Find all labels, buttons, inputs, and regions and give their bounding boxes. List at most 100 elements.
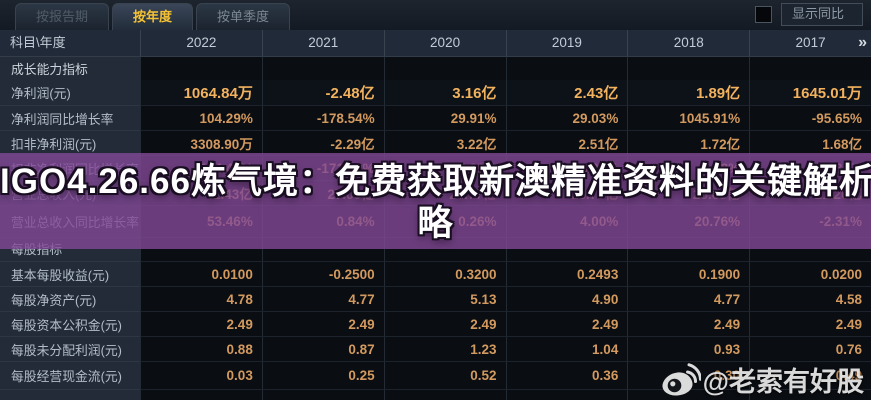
show-yoy-button[interactable]: 显示同比 <box>780 3 863 26</box>
cell-2020: 0.26% <box>383 206 506 238</box>
cell-2018 <box>627 57 750 80</box>
cell-2019: 0.36 <box>505 362 628 390</box>
cell-2021: 4.77 <box>261 287 384 312</box>
row-total-revenue-yoy: 营业总收入同比增长率 53.46% 0.84% 0.26% 4.00% 20.76% -2.… <box>0 206 871 238</box>
tab-by-quarter[interactable]: 按单季度 <box>196 3 291 30</box>
cell-2018: 0.1900 <box>627 262 750 287</box>
cell-2021: 0.25 <box>261 362 384 390</box>
row-basic-eps: 基本每股收益(元) 0.0100 -0.2500 0.3200 0.2493 0.1900… <box>0 262 871 287</box>
cell-2018: 1.72亿 <box>627 131 750 156</box>
row-net-profit-yoy: 净利润同比增长率 104.29% -178.54% 29.91% 29.03% 1045.… <box>0 106 871 131</box>
tab-by-year[interactable]: 按年度 <box>112 3 194 30</box>
cell-2021: -0.2500 <box>261 262 384 287</box>
cell-2020: 5.13 <box>383 287 506 312</box>
cell-2020: 2.49 <box>383 312 506 337</box>
row-deducted-net-profit: 扣非净利润(元) 3308.90万 -2.29亿 3.22亿 2.51亿 1.72亿 1.6… <box>0 131 871 156</box>
row-label: 每股指标 <box>0 238 140 262</box>
row-label: 每股未分配利润(元) <box>0 337 140 362</box>
cell-2018 <box>627 390 750 400</box>
cell-2020: 0.52 <box>383 362 506 390</box>
cell-2017: 0.76 <box>749 337 871 362</box>
row-operating-cashflow-per-share: 每股经营现金流(元) 0.03 0.25 0.52 0.36 0.30 0.49 <box>0 362 871 390</box>
cell-2019: 2.49 <box>505 312 628 337</box>
row-label: 扣非净利润(元) <box>0 131 140 156</box>
cell-2022 <box>140 238 262 262</box>
cell-2021: -2.29亿 <box>261 131 384 156</box>
cell-2020 <box>383 390 506 400</box>
cell-2020: 1.23 <box>383 337 506 362</box>
cell-2017: 1645.01万 <box>749 80 871 106</box>
cell-2017: 0.49 <box>749 362 871 390</box>
cell-2022: 53.46% <box>140 206 262 238</box>
cell-2022 <box>140 390 262 400</box>
cell-2021: 27.00亿 <box>261 181 384 206</box>
row-label: 净利润(元) <box>0 80 140 106</box>
cell-2020: 3.22亿 <box>383 131 506 156</box>
cell-2017 <box>749 57 871 80</box>
more-years-icon[interactable]: » <box>858 34 867 51</box>
row-net-profit: 净利润(元) 1064.84万 -2.48亿 3.16亿 2.43亿 1.89亿 1645.… <box>0 80 871 106</box>
cell-2019: 1.04 <box>505 337 628 362</box>
cell-2022: 114.45% <box>140 156 262 181</box>
cell-2021 <box>261 57 384 80</box>
year-header-2021: 2021 <box>261 30 384 56</box>
section-per-share-indicators: 每股指标 <box>0 238 871 262</box>
cell-2018: 1045.91% <box>627 106 750 131</box>
cell-2018: 0.30 <box>627 362 750 390</box>
cell-2022: 2.49 <box>140 312 262 337</box>
row-partial-bottom <box>0 390 871 400</box>
cell-2018: 2.49 <box>627 312 750 337</box>
row-label: 每股经营现金流(元) <box>0 362 140 390</box>
cell-2019: 45.93% <box>505 156 628 181</box>
cell-2022: 104.29% <box>140 106 262 131</box>
cell-2022: 1064.84万 <box>140 80 262 106</box>
cell-2020 <box>383 238 506 262</box>
cell-2021 <box>261 390 384 400</box>
cell-2019: 4.00% <box>505 206 628 238</box>
year-header-2022: 2022 <box>140 30 262 56</box>
cell-2022 <box>140 57 262 80</box>
row-deducted-net-profit-yoy: 扣非净利润同比增长率 114.45% -171.12% 28.29% 45.93% 2.3… <box>0 156 871 181</box>
cell-2022: 0.0100 <box>140 262 262 287</box>
cell-2017: 0.0200 <box>749 262 871 287</box>
cell-2020: 3.16亿 <box>383 80 506 106</box>
cell-2021: -171.12% <box>261 156 384 181</box>
cell-2017: 4.58 <box>749 287 871 312</box>
cell-2020: 28.29% <box>383 156 506 181</box>
cell-2021: 0.87 <box>261 337 384 362</box>
row-label: 营业总收入同比增长率 <box>0 206 140 238</box>
row-label: 净利润同比增长率 <box>0 106 140 131</box>
cell-2017: 1.68亿 <box>749 131 871 156</box>
row-label: 扣非净利润同比增长率 <box>0 156 140 181</box>
row-undistributed-profit-per-share: 每股未分配利润(元) 0.88 0.87 1.23 1.04 0.93 0.76 <box>0 337 871 362</box>
cell-2021 <box>261 238 384 262</box>
cell-2022: 3308.90万 <box>140 131 262 156</box>
corner-header: 科目\年度 <box>10 35 66 50</box>
cell-2021: -178.54% <box>261 106 384 131</box>
year-header-2020: 2020 <box>383 30 506 56</box>
cell-2017: 56.34% <box>749 156 871 181</box>
table-body: 成长能力指标 净利润(元) 1064.84万 -2.48亿 3.16亿 2.43亿 1.89… <box>0 57 871 400</box>
cell-2017: 2.49 <box>749 312 871 337</box>
cell-2017: -95.65% <box>749 106 871 131</box>
row-total-revenue: 营业总收入(元) 41.43亿 27.00亿 26.77亿 26.70亿 25.68亿 21… <box>0 181 871 206</box>
tab-by-report-period[interactable]: 按报告期 <box>15 3 110 30</box>
cell-2019 <box>505 238 628 262</box>
row-label: 成长能力指标 <box>0 57 140 80</box>
cell-2019: 4.90 <box>505 287 628 312</box>
cell-2021: -2.48亿 <box>261 80 384 106</box>
yoy-controls: 显示同比 <box>754 3 871 26</box>
cell-2017 <box>749 238 871 262</box>
cell-2017: -2.31% <box>749 206 871 238</box>
cell-2017 <box>749 390 871 400</box>
cell-2021: 0.84% <box>261 206 384 238</box>
cell-2022: 0.88 <box>140 337 262 362</box>
cell-2018: 20.76% <box>627 206 750 238</box>
cell-2020: 0.3200 <box>383 262 506 287</box>
show-yoy-checkbox[interactable] <box>754 6 772 23</box>
table-header-row: 科目\年度 2022 2021 2020 2019 2018 2017» <box>0 30 871 57</box>
cell-2019: 26.70亿 <box>505 181 628 206</box>
row-label <box>0 390 140 400</box>
cell-2022: 4.78 <box>140 287 262 312</box>
